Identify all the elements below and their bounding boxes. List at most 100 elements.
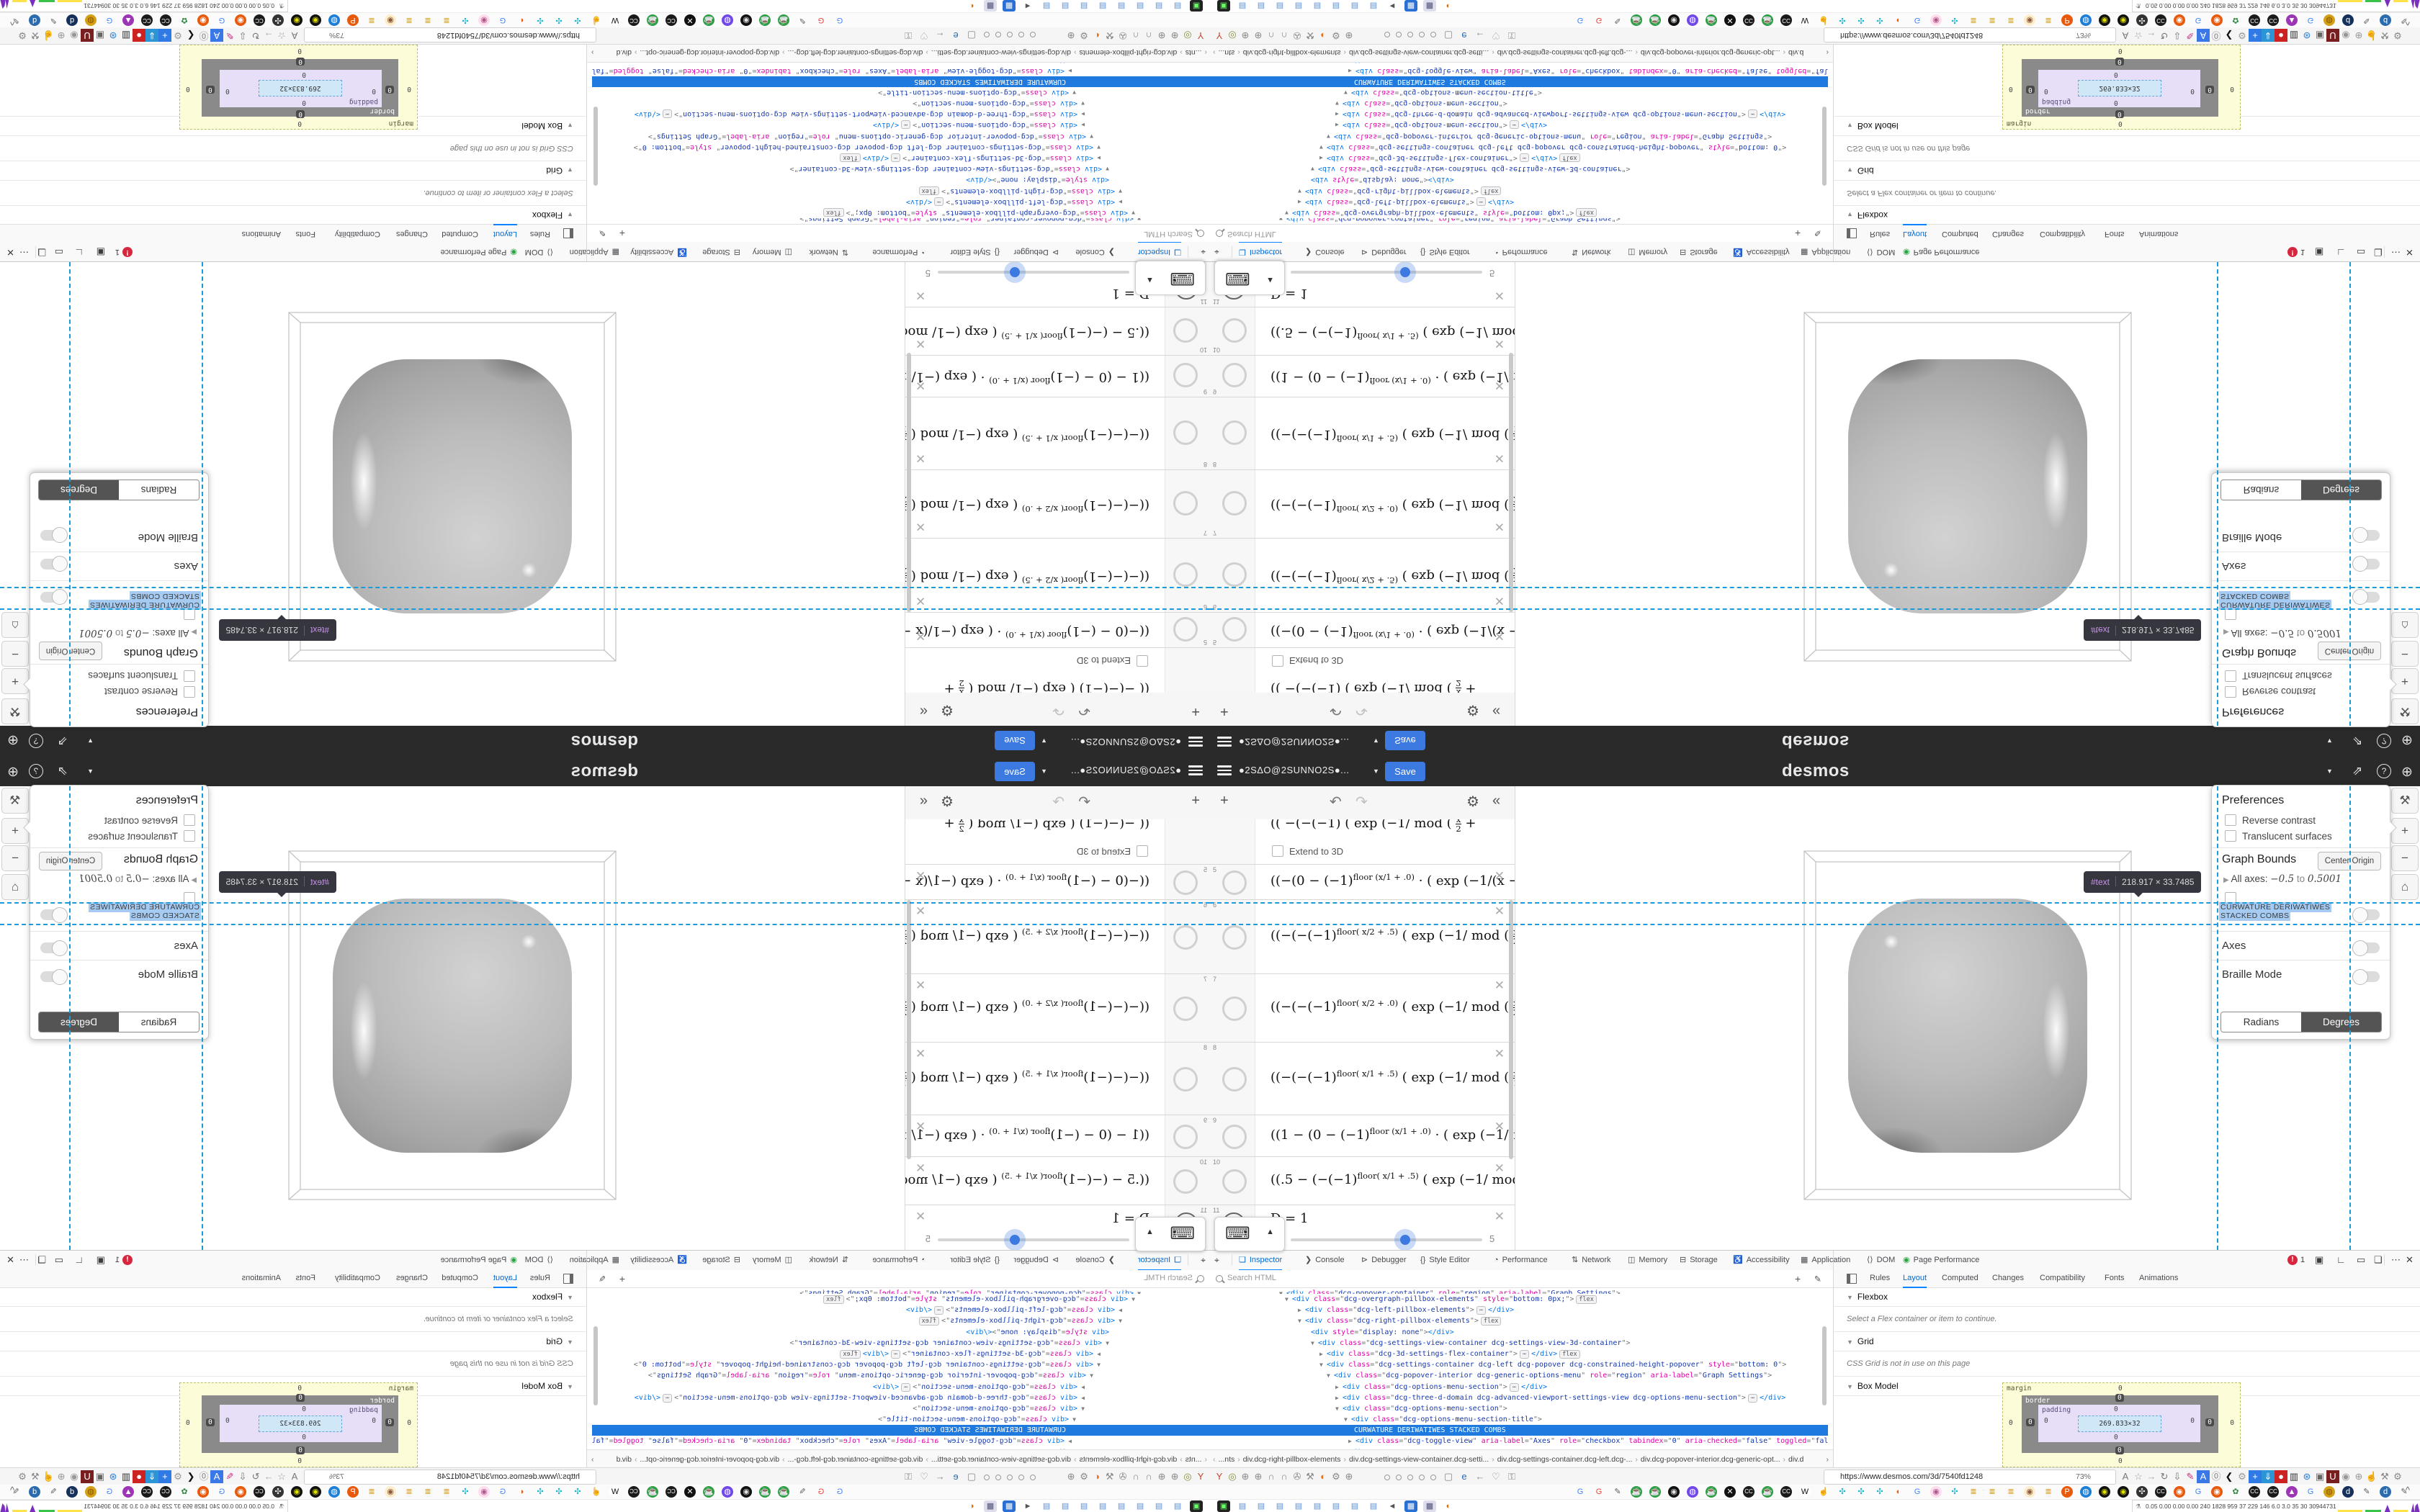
- expression-gutter[interactable]: 5: [1210, 613, 1255, 647]
- bookmark-favicon[interactable]: CC: [1780, 14, 1792, 26]
- measure-icon[interactable]: ▭: [2357, 247, 2366, 258]
- hidden-curve-icon[interactable]: [1173, 925, 1198, 950]
- markup-node-line[interactable]: </div>: [1210, 1447, 1828, 1449]
- radians-button[interactable]: Radians: [119, 480, 199, 500]
- toolbar-action-icon[interactable]: ◉: [2341, 1471, 2350, 1482]
- markup-node-line[interactable]: ▼<div class="dcg-options-menu-section">: [913, 1404, 1085, 1413]
- expression-formula[interactable]: ((−(−(−1)floor( x/2 + .5) ( exp (−1/ mod…: [905, 566, 1150, 585]
- url-text[interactable]: https://www.desmos.com/3d/7540fd1248: [436, 31, 580, 40]
- add-node-button[interactable]: +: [1795, 228, 1801, 239]
- delete-expression-icon[interactable]: ✕: [1494, 520, 1505, 534]
- slider-track[interactable]: [1291, 262, 1482, 283]
- devtools-tab-debugger[interactable]: ⊳Debugger: [1013, 1256, 1059, 1264]
- rulers-icon[interactable]: ∟: [2336, 247, 2346, 258]
- bookmark-favicon[interactable]: ✿: [2232, 16, 2239, 24]
- flexbox-header[interactable]: ▼Flexbox: [0, 1287, 586, 1307]
- bookmark-favicon[interactable]: CC: [666, 1486, 677, 1498]
- toolbar-extension-icon[interactable]: ⊕: [1170, 30, 1179, 41]
- menu-icon[interactable]: [1217, 765, 1232, 777]
- breadcrumb-item[interactable]: div.d: [616, 48, 632, 57]
- toolbar-action-icon[interactable]: ●: [133, 1470, 145, 1483]
- bookmark-favicon[interactable]: ◉: [2024, 14, 2035, 26]
- delete-expression-icon[interactable]: ✕: [1494, 1047, 1505, 1061]
- toolbar-extension-icon[interactable]: ⚙: [1080, 30, 1088, 41]
- bookmark-favicon[interactable]: ≣: [1970, 1488, 1977, 1496]
- breadcrumb-item[interactable]: div.dcg-popover-interior.dcg-generic-opt…: [1640, 1455, 1780, 1464]
- bookmark-favicon[interactable]: G: [2307, 1488, 2314, 1496]
- expression-gutter[interactable]: [1165, 648, 1210, 693]
- bookmark-favicon[interactable]: ☝: [591, 16, 601, 24]
- bookmark-favicon[interactable]: ☕: [1762, 14, 1773, 26]
- toolbar-action-icon[interactable]: ⇩: [2173, 30, 2182, 41]
- toolbar-extension-icon[interactable]: ⚒: [1306, 1471, 1314, 1482]
- add-expression-button[interactable]: +: [1191, 703, 1200, 719]
- delete-expression-icon[interactable]: ✕: [1494, 904, 1505, 918]
- markup-node-line[interactable]: ▼<div class="dcg-overgraph-pillbox-eleme…: [592, 207, 1210, 218]
- radians-button[interactable]: Radians: [119, 1012, 199, 1032]
- center-origin-button[interactable]: Center Origin: [39, 852, 102, 870]
- sidebar-tab-rules[interactable]: Rules: [529, 1274, 550, 1282]
- bookmark-favicon[interactable]: P: [347, 14, 359, 26]
- sidebar-tab-rules[interactable]: Rules: [1870, 1274, 1891, 1282]
- toolbar-extension-icon[interactable]: ✇: [1293, 30, 1301, 41]
- bookmark-favicon[interactable]: ✣: [1857, 16, 1865, 24]
- bookmark-favicon[interactable]: CC: [2155, 14, 2166, 26]
- zoom-in-button[interactable]: +: [1, 668, 29, 694]
- sidebar-tab-animations[interactable]: Animations: [2139, 230, 2179, 238]
- grid-header[interactable]: ▼Grid: [0, 1332, 586, 1351]
- delete-expression-icon[interactable]: ✕: [1494, 1120, 1505, 1133]
- markup-node-line[interactable]: ▶<div class="dcg-toggle-view" aria-label…: [592, 1436, 1210, 1446]
- expression-row[interactable]: 9 ((1 − (0 − (−1)floor (x/1 + .0) · ( exp…: [1210, 355, 1515, 397]
- menu-icon[interactable]: [1188, 735, 1203, 747]
- breadcrumb-item[interactable]: div.dcg-popover-interior.dcg-generic-opt…: [640, 1455, 780, 1464]
- toolbar-extension-icon[interactable]: ⊕: [1345, 30, 1353, 41]
- add-expression-button[interactable]: +: [1220, 793, 1229, 809]
- expression-row[interactable]: 7 ((−(−(−1)floor( x/2 + .0) ( exp (−1/ mo…: [1210, 469, 1515, 538]
- axes-toggle[interactable]: [2352, 556, 2380, 572]
- delete-expression-icon[interactable]: ✕: [915, 451, 926, 465]
- bookmark-favicon[interactable]: ☕: [778, 1486, 789, 1498]
- markup-scrollbar[interactable]: [1822, 1326, 1827, 1405]
- bookmark-favicon[interactable]: ◉: [197, 14, 209, 26]
- list-settings-gear-icon[interactable]: ⚙: [941, 794, 954, 810]
- bookmark-favicon[interactable]: ✣: [272, 14, 284, 26]
- axis-max-value[interactable]: 0.5001: [2307, 627, 2342, 639]
- screenshot-icon[interactable]: ▣: [2315, 1254, 2324, 1265]
- tab-favicon[interactable]: ◐: [1442, 0, 1455, 12]
- expression-gutter[interactable]: [1210, 819, 1255, 864]
- toolbar-action-icon[interactable]: ☆: [2134, 1471, 2143, 1482]
- eyedropper-icon[interactable]: ✐: [1812, 1274, 1823, 1283]
- help-icon[interactable]: ?: [29, 764, 43, 778]
- toolbar-action-icon[interactable]: ☆: [2134, 30, 2143, 41]
- axis-max-value[interactable]: 0.5001: [2307, 873, 2342, 885]
- toolbar-shortcut-icon[interactable]: e: [1461, 1471, 1467, 1482]
- expression-formula[interactable]: ((−(−(−1)floor( x/2 + .0) ( exp (−1/ mod…: [905, 495, 1150, 514]
- bookmark-favicon[interactable]: P: [2061, 1486, 2073, 1498]
- toolbar-shortcut-icon[interactable]: ←: [935, 30, 945, 41]
- toolbar-action-icon[interactable]: ☆: [277, 30, 286, 41]
- markup-node-line[interactable]: ▶<div class="dcg-three-d-domain dcg-adva…: [634, 109, 1085, 119]
- expression-gutter[interactable]: 9: [1165, 1115, 1210, 1156]
- bookmark-favicon[interactable]: ≣: [368, 1488, 375, 1496]
- zoom-in-button[interactable]: +: [2391, 668, 2419, 694]
- bookmark-favicon[interactable]: G: [218, 1488, 225, 1496]
- bookmark-favicon[interactable]: ◉: [385, 14, 396, 26]
- toolbar-shortcut-icon[interactable]: ⚿: [905, 1471, 912, 1482]
- toolbar-action-icon[interactable]: ⇓: [2262, 29, 2275, 42]
- zoom-out-button[interactable]: −: [1, 845, 29, 871]
- toolbar-action-icon[interactable]: ✎: [225, 30, 234, 41]
- screenshot-icon[interactable]: ▣: [96, 1254, 105, 1265]
- devtools-tab-performance[interactable]: ◔Performance: [872, 1256, 926, 1264]
- toolbar-extension-icon[interactable]: ⊕: [1170, 1471, 1179, 1482]
- bookmark-favicon[interactable]: ≣: [405, 16, 413, 24]
- screenshot-icon[interactable]: ▣: [2315, 247, 2324, 258]
- url-text[interactable]: https://www.desmos.com/3d/7540fd1248: [436, 1472, 580, 1481]
- devtools-tab-style-editor[interactable]: {}Style Editor: [1420, 1256, 1470, 1264]
- expression-formula[interactable]: ((−(−(−1)floor( x/2 + .0) ( exp (−1/ mod…: [905, 998, 1150, 1017]
- toolbar-action-icon[interactable]: A: [210, 1470, 223, 1483]
- expression-formula[interactable]: ((.5 − (−(−1)floor( x/1 + .5) ( exp (−1/…: [905, 1171, 1150, 1189]
- expression-row[interactable]: 10 ((.5 − (−(−1)floor( x/1 + .5) ( exp (−…: [1210, 307, 1515, 355]
- collapse-caret-icon[interactable]: ^: [2405, 1485, 2410, 1495]
